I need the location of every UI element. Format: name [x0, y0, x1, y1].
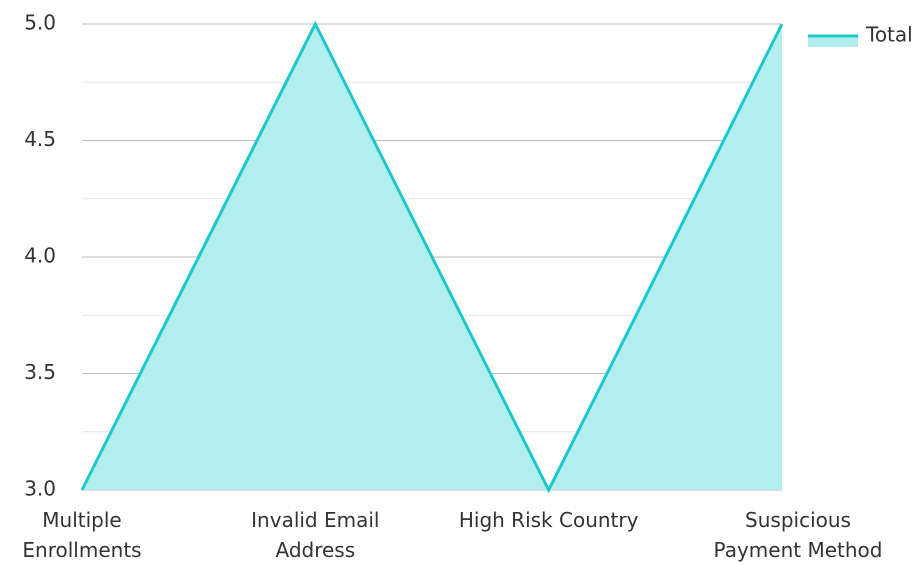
x-tick-label: High Risk Country — [458, 508, 639, 532]
y-tick-label: 3.0 — [24, 477, 56, 501]
legend-swatch — [808, 36, 858, 47]
y-tick-label: 5.0 — [24, 11, 56, 35]
legend-label: Total — [865, 23, 913, 47]
y-tick-label: 3.5 — [24, 360, 56, 384]
x-tick-label: Suspicious Payment Method — [713, 508, 883, 562]
x-tick-label: Multiple Enrollments — [22, 508, 142, 562]
area-line — [80, 20, 784, 494]
y-tick-label: 4.0 — [24, 244, 56, 268]
x-tick-label: Invalid Email Address — [251, 508, 380, 562]
y-tick-label: 4.5 — [24, 127, 56, 151]
